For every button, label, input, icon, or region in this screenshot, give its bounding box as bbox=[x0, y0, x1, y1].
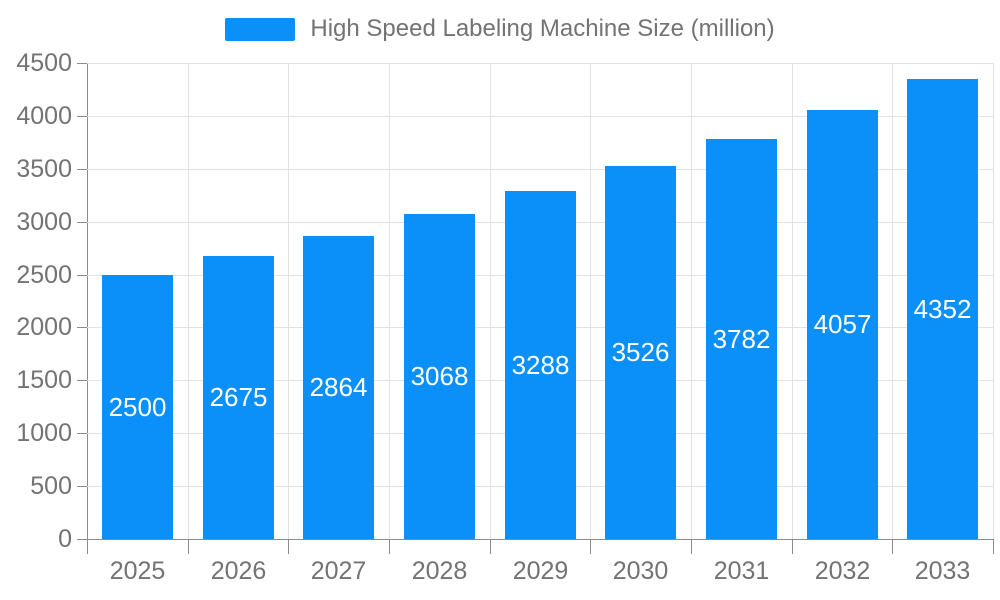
x-axis-tick bbox=[691, 539, 692, 554]
y-axis-label: 3500 bbox=[16, 155, 72, 183]
bar[interactable]: 2864 bbox=[303, 236, 374, 539]
x-axis-label: 2026 bbox=[210, 557, 267, 585]
bar-value-label: 3288 bbox=[511, 349, 570, 380]
y-axis-label: 4500 bbox=[16, 49, 72, 77]
x-axis-label: 2027 bbox=[310, 557, 367, 585]
x-grid-line bbox=[691, 63, 692, 539]
y-axis-tick bbox=[77, 63, 87, 64]
x-axis-tick bbox=[389, 539, 390, 554]
x-axis-label: 2032 bbox=[814, 557, 871, 585]
y-grid-line bbox=[87, 169, 993, 170]
bar-value-label: 4057 bbox=[813, 309, 872, 339]
y-grid-line bbox=[87, 116, 993, 117]
plot-area: 2500 2675 2864 3068 3288 3526 3782 4057 4352 bbox=[87, 63, 994, 539]
x-axis-tick bbox=[590, 539, 591, 554]
y-axis-label: 1500 bbox=[16, 366, 72, 394]
bar-value-label: 2500 bbox=[108, 391, 167, 422]
x-axis-label: 2033 bbox=[914, 557, 971, 585]
legend-swatch-icon bbox=[225, 17, 296, 41]
y-axis-tick bbox=[77, 486, 87, 487]
y-axis-tick bbox=[77, 539, 87, 540]
bar-value-label: 2675 bbox=[209, 382, 268, 412]
bar[interactable]: 2675 bbox=[203, 256, 274, 539]
x-grid-line bbox=[993, 63, 994, 539]
legend-item[interactable]: High Speed Labeling Machine Size (millio… bbox=[0, 15, 1000, 43]
y-axis-label: 4000 bbox=[16, 102, 72, 130]
x-axis-label: 2031 bbox=[713, 557, 770, 585]
x-axis-label: 2025 bbox=[109, 557, 166, 585]
x-axis-line bbox=[87, 539, 993, 540]
bar[interactable]: 2500 bbox=[102, 275, 173, 539]
x-grid-line bbox=[490, 63, 491, 539]
bar-value-label: 2864 bbox=[309, 372, 368, 402]
x-axis-tick bbox=[288, 539, 289, 554]
x-grid-line bbox=[288, 63, 289, 539]
x-axis-tick bbox=[892, 539, 893, 554]
bar[interactable]: 3288 bbox=[505, 191, 576, 539]
bar[interactable]: 3526 bbox=[605, 166, 676, 539]
y-axis-tick bbox=[77, 327, 87, 328]
y-axis-tick bbox=[77, 116, 87, 117]
bar-value-label: 3782 bbox=[712, 323, 771, 354]
x-grid-line bbox=[590, 63, 591, 539]
x-axis-tick bbox=[792, 539, 793, 554]
bar[interactable]: 4352 bbox=[907, 79, 978, 539]
x-grid-line bbox=[892, 63, 893, 539]
y-axis-tick bbox=[77, 380, 87, 381]
bar-value-label: 3068 bbox=[410, 361, 469, 391]
bar[interactable]: 3068 bbox=[404, 214, 475, 539]
y-axis-label: 0 bbox=[58, 525, 72, 553]
y-axis-tick bbox=[77, 169, 87, 170]
x-axis-label: 2030 bbox=[612, 557, 669, 585]
x-grid-line bbox=[792, 63, 793, 539]
bar-value-label: 3526 bbox=[611, 337, 670, 367]
bar[interactable]: 4057 bbox=[807, 110, 878, 539]
y-axis-line bbox=[87, 63, 88, 539]
y-axis-label: 3000 bbox=[16, 208, 72, 236]
y-grid-line bbox=[87, 63, 993, 64]
y-axis-label: 1000 bbox=[16, 419, 72, 447]
x-axis-tick bbox=[87, 539, 88, 554]
y-axis-tick bbox=[77, 275, 87, 276]
x-grid-line bbox=[389, 63, 390, 539]
y-axis-label: 2500 bbox=[16, 261, 72, 289]
x-axis-tick bbox=[993, 539, 994, 554]
y-axis-tick bbox=[77, 222, 87, 223]
x-axis-tick bbox=[490, 539, 491, 554]
x-axis-label: 2028 bbox=[411, 557, 468, 585]
x-axis-label: 2029 bbox=[512, 557, 569, 585]
y-axis-label: 500 bbox=[30, 472, 72, 500]
bar[interactable]: 3782 bbox=[706, 139, 777, 539]
x-grid-line bbox=[188, 63, 189, 539]
y-axis-tick bbox=[77, 433, 87, 434]
x-axis-tick bbox=[188, 539, 189, 554]
y-axis-label: 2000 bbox=[16, 313, 72, 341]
bar-value-label: 4352 bbox=[913, 293, 972, 324]
legend-label: High Speed Labeling Machine Size (millio… bbox=[310, 15, 775, 42]
